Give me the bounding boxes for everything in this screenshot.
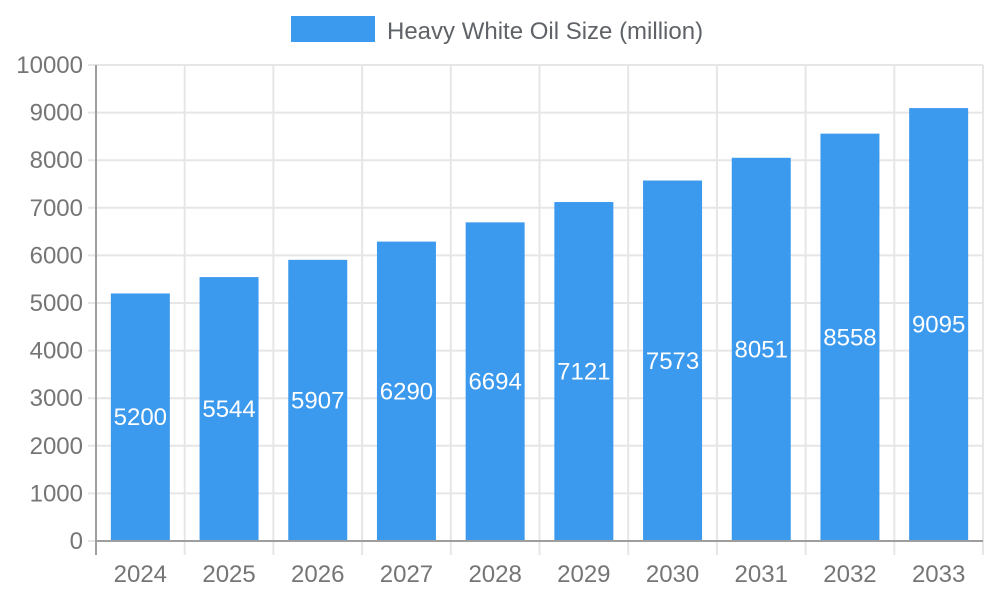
bar-2028[interactable]	[465, 222, 525, 541]
x-tick-label: 2025	[202, 561, 255, 588]
y-tick-label: 1000	[30, 480, 83, 507]
x-tick-label: 2027	[380, 561, 433, 588]
bar-2025[interactable]	[199, 277, 259, 541]
bar-value-label: 9095	[912, 312, 965, 339]
bar-value-label: 6694	[468, 369, 521, 396]
bar-value-label: 6290	[380, 378, 433, 405]
bar-2032[interactable]	[820, 133, 880, 541]
bar-2033[interactable]	[909, 108, 969, 541]
y-tick-label: 10000	[16, 52, 83, 79]
bar-value-label: 5200	[114, 404, 167, 431]
x-tick-label: 2033	[912, 561, 965, 588]
legend-label: Heavy White Oil Size (million)	[387, 18, 703, 45]
y-tick-label: 2000	[30, 433, 83, 460]
bar-2029[interactable]	[554, 202, 614, 541]
bar-2030[interactable]	[643, 180, 703, 541]
y-tick-label: 4000	[30, 338, 83, 365]
bar-value-label: 5907	[291, 387, 344, 414]
bar-2024[interactable]	[110, 293, 170, 541]
x-tick-label: 2030	[646, 561, 699, 588]
y-tick-label: 6000	[30, 242, 83, 269]
y-tick-label: 0	[70, 528, 83, 555]
x-tick-label: 2024	[114, 561, 167, 588]
x-tick-label: 2026	[291, 561, 344, 588]
bar-value-label: 5544	[202, 396, 255, 423]
y-tick-label: 9000	[30, 100, 83, 127]
bar-2031[interactable]	[731, 157, 791, 541]
bar-2026[interactable]	[288, 259, 348, 541]
y-tick-label: 3000	[30, 385, 83, 412]
y-tick-label: 7000	[30, 195, 83, 222]
y-tick-label: 5000	[30, 290, 83, 317]
x-tick-label: 2029	[557, 561, 610, 588]
x-tick-label: 2028	[468, 561, 521, 588]
bar-2027[interactable]	[376, 241, 436, 541]
x-tick-label: 2032	[823, 561, 876, 588]
bar-value-label: 8558	[823, 324, 876, 351]
bar-value-label: 7121	[557, 359, 610, 386]
x-tick-label: 2031	[735, 561, 788, 588]
bar-value-label: 8051	[735, 336, 788, 363]
y-tick-label: 8000	[30, 147, 83, 174]
legend-swatch	[291, 16, 375, 42]
bar-value-label: 7573	[646, 348, 699, 375]
